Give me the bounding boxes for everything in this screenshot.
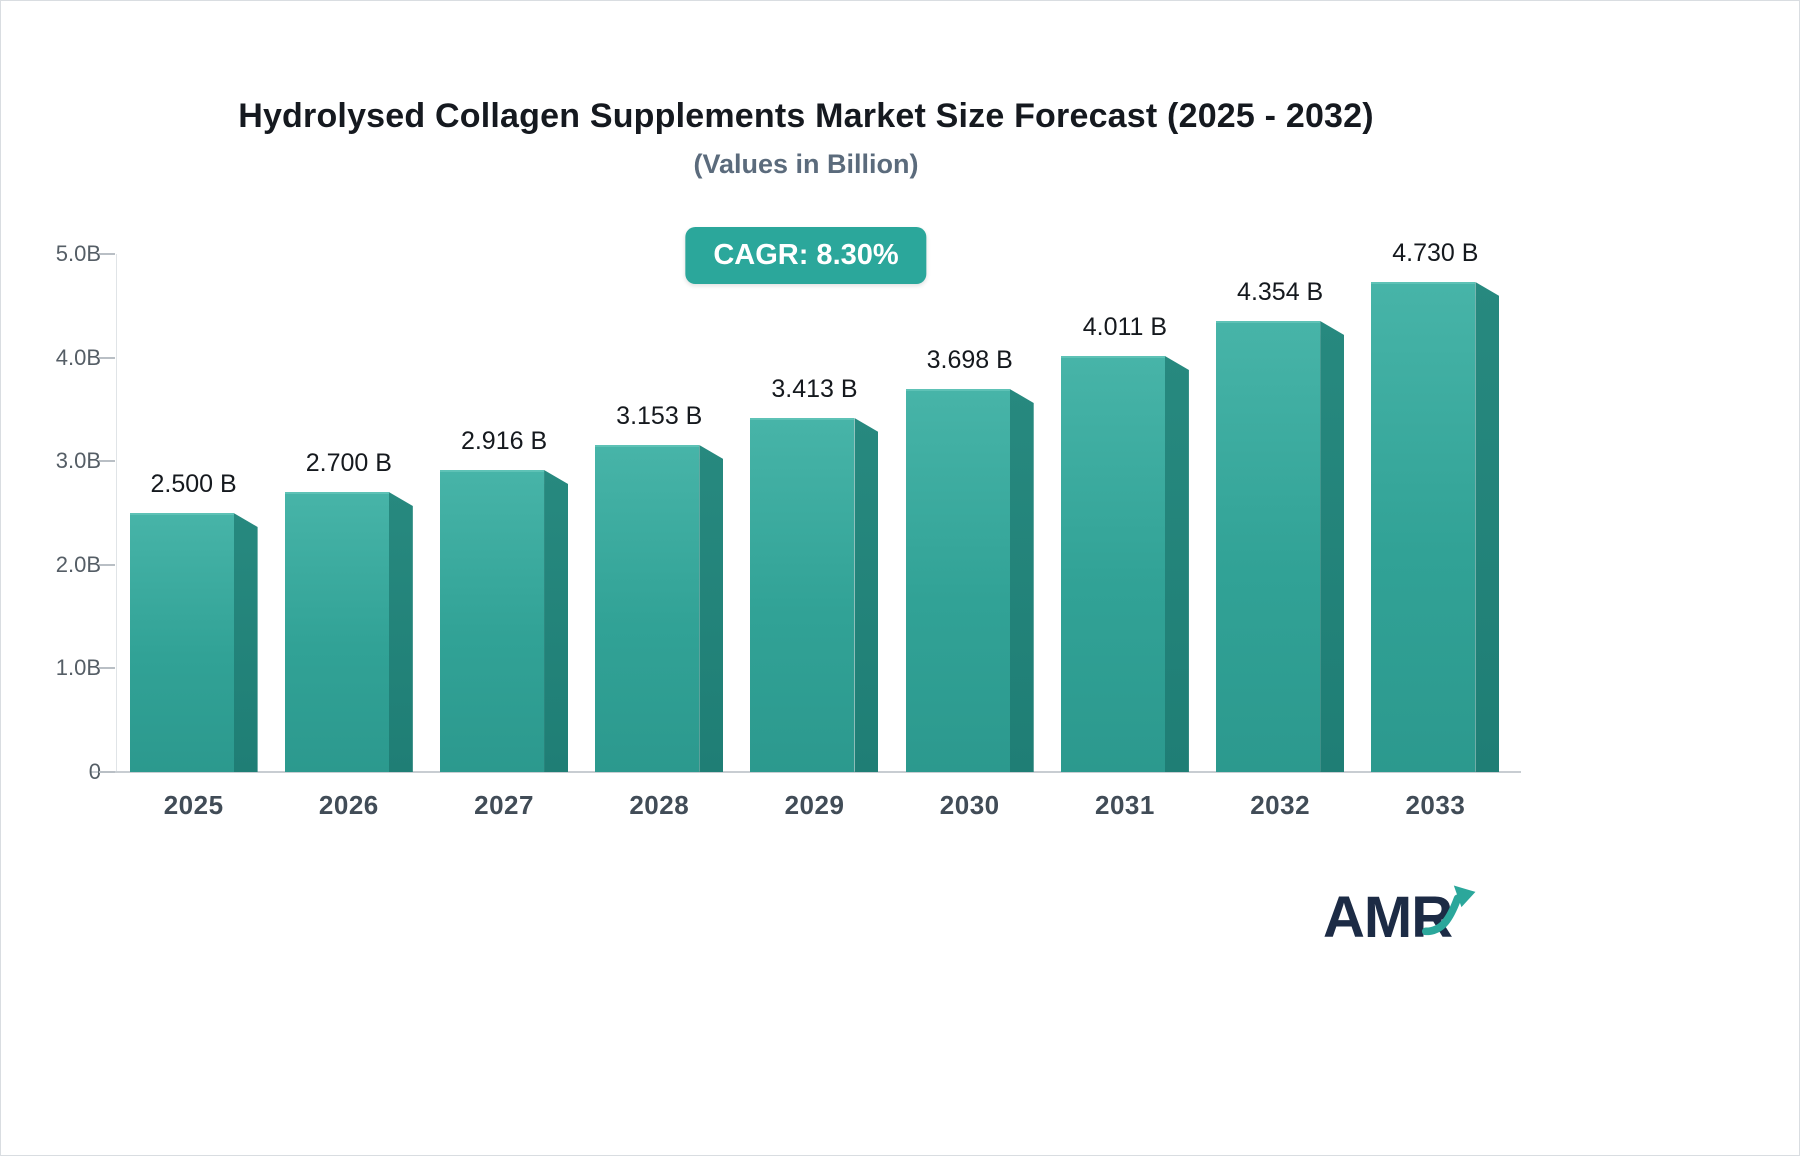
y-tick-mark <box>99 563 115 566</box>
bar-side <box>1164 356 1189 772</box>
bar-side <box>854 418 879 772</box>
amr-logo-text: AMR <box>1323 885 1453 950</box>
y-tick-mark <box>99 667 115 670</box>
bar-side <box>1320 321 1345 772</box>
y-axis-line <box>116 254 117 772</box>
bar-face <box>1216 321 1321 772</box>
bar-2026: 2.700 B 2026 <box>284 449 413 820</box>
bar-value-label: 3.153 B <box>616 402 703 430</box>
x-tick-label: 2032 <box>1250 790 1311 820</box>
x-tick-label: 2031 <box>1095 790 1155 820</box>
y-tick-mark <box>99 356 115 359</box>
bar-2027: 2.916 B 2027 <box>440 427 569 820</box>
bar-face <box>129 513 234 772</box>
bar-side <box>1475 282 1500 772</box>
bar-value-label: 4.011 B <box>1082 313 1168 341</box>
bar-2031: 4.011 B 2031 <box>1060 313 1189 820</box>
bar-value-label: 3.698 B <box>926 346 1013 374</box>
chart-title: Hydrolysed Collagen Supplements Market S… <box>238 97 1374 135</box>
bar-value-label: 4.354 B <box>1237 278 1324 306</box>
y-tick-mark <box>99 460 115 463</box>
chart-area: 5.0B 4.0B 3.0B 2.0B 1.0B 0 2.500 B 2025 2.700 B… <box>56 239 1521 820</box>
y-tick-label: 2.0B <box>55 551 101 577</box>
amr-logo: AMR <box>1323 885 1478 950</box>
bar-face <box>284 492 389 772</box>
x-tick-label: 2025 <box>163 790 224 820</box>
y-tick-label: 5.0B <box>55 241 101 266</box>
y-tick-label: 3.0B <box>55 448 101 474</box>
bar-value-label: 2.500 B <box>150 470 237 498</box>
bar-face <box>750 418 855 772</box>
x-tick-label: 2028 <box>629 790 690 820</box>
growth-arrow-icon <box>1422 885 1476 936</box>
x-tick-label: 2033 <box>1405 790 1466 820</box>
bar-side <box>544 470 569 772</box>
bar-2030: 3.698 B 2030 <box>905 346 1034 820</box>
x-tick-label: 2027 <box>474 790 534 820</box>
y-tick-mark <box>99 253 115 255</box>
bar-value-label: 2.916 B <box>460 427 548 455</box>
cagr-badge: CAGR: 8.30% <box>685 227 927 284</box>
y-tick-label: 0 <box>88 759 101 784</box>
bar-2033: 4.730 B 2033 <box>1371 239 1500 820</box>
bar-side <box>233 513 258 772</box>
bar-face <box>595 445 700 772</box>
bars-group: 2.500 B 2025 2.700 B 2026 2.916 B 2027 3.153 B… <box>116 239 1513 820</box>
bar-value-label: 3.413 B <box>771 375 858 403</box>
bar-face <box>1060 356 1165 772</box>
bar-side <box>388 492 413 772</box>
bar-side <box>1009 389 1034 772</box>
bar-2029: 3.413 B 2029 <box>750 375 879 820</box>
bar-2032: 4.354 B 2032 <box>1216 278 1345 820</box>
bar-side <box>699 445 724 772</box>
bar-2028: 3.153 B 2028 <box>595 402 724 820</box>
x-tick-label: 2029 <box>784 790 845 820</box>
bar-face <box>440 470 545 772</box>
bar-face <box>905 389 1010 772</box>
x-axis-baseline <box>91 771 1521 773</box>
y-tick-mark <box>99 771 115 773</box>
chart-subtitle: (Values in Billion) <box>693 149 919 179</box>
y-tick-label: 4.0B <box>55 344 101 370</box>
bar-face <box>1371 282 1476 772</box>
bar-value-label: 2.700 B <box>305 449 392 477</box>
y-tick-label: 1.0B <box>55 655 101 681</box>
bar-2025: 2.500 B 2025 <box>129 470 258 820</box>
x-tick-label: 2026 <box>318 790 379 820</box>
x-tick-label: 2030 <box>939 790 1000 820</box>
bar-value-label: 4.730 B <box>1392 239 1479 267</box>
